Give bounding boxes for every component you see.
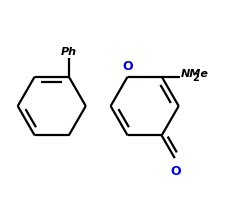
Text: NMe: NMe (181, 69, 208, 79)
Text: O: O (122, 60, 133, 73)
Text: 2: 2 (192, 73, 199, 83)
Text: Ph: Ph (61, 47, 77, 57)
Text: O: O (171, 165, 181, 178)
